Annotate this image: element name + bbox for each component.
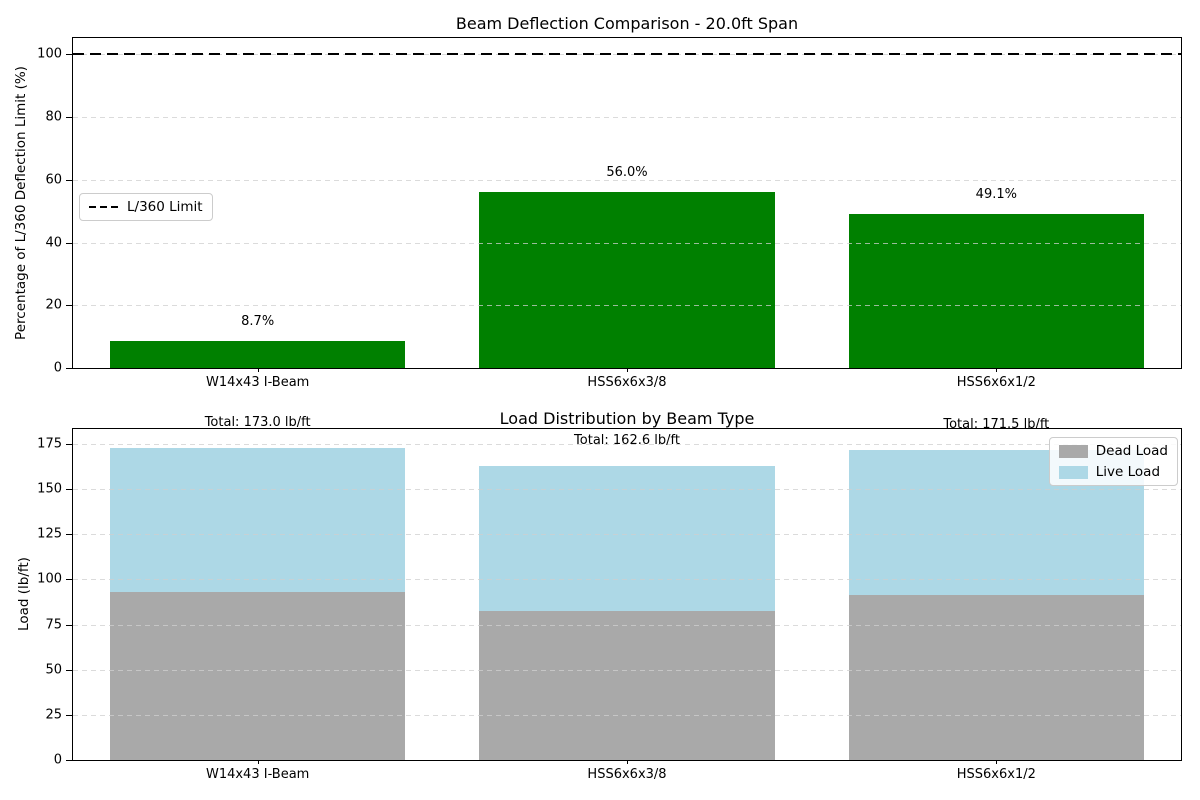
x-tick-label: HSS6x6x1/2 bbox=[956, 375, 1036, 390]
total-label: Total: 162.6 lb/ft bbox=[574, 433, 680, 449]
y-tick-mark bbox=[66, 760, 72, 761]
y-tick-label: 150 bbox=[37, 481, 62, 497]
deflection-bar bbox=[479, 192, 775, 368]
gridline bbox=[73, 534, 1181, 536]
y-tick-mark bbox=[66, 117, 72, 119]
y-tick-mark bbox=[66, 242, 72, 244]
bar-dead-load bbox=[109, 592, 406, 760]
y-tick-mark bbox=[66, 368, 72, 369]
bar-live-load bbox=[109, 447, 406, 593]
y-tick-label: 100 bbox=[37, 46, 62, 62]
y-tick-label: 75 bbox=[45, 617, 62, 633]
load-chart-title: Load Distribution by Beam Type bbox=[499, 409, 755, 428]
bar-dead-load bbox=[848, 594, 1145, 760]
deflection-bar bbox=[848, 213, 1145, 368]
bar-value-label: 49.1% bbox=[975, 186, 1017, 202]
deflection-y-axis-label: Percentage of L/360 Deflection Limit (%) bbox=[13, 66, 29, 340]
y-tick-label: 50 bbox=[45, 662, 62, 678]
gridline bbox=[73, 179, 1181, 181]
y-tick-label: 100 bbox=[37, 571, 62, 587]
gridline bbox=[73, 443, 1181, 445]
legend-entry-l360-limit: L/360 Limit bbox=[89, 199, 203, 215]
y-tick-mark bbox=[66, 624, 72, 626]
y-tick-mark bbox=[66, 534, 72, 536]
y-tick-label: 40 bbox=[45, 235, 62, 251]
load-legend: Dead Load Live Load bbox=[1048, 437, 1178, 486]
x-tick-label: HSS6x6x1/2 bbox=[956, 767, 1036, 782]
legend-entry-dead-load: Dead Load bbox=[1058, 443, 1168, 459]
y-tick-label: 60 bbox=[45, 172, 62, 188]
live-load-swatch bbox=[1058, 465, 1088, 479]
gridline bbox=[73, 489, 1181, 491]
total-label: Total: 173.0 lb/ft bbox=[204, 414, 311, 430]
gridline bbox=[73, 242, 1181, 244]
gridline bbox=[73, 579, 1181, 581]
x-tick-mark bbox=[996, 368, 998, 372]
y-tick-label: 0 bbox=[53, 360, 62, 376]
y-tick-mark bbox=[66, 579, 72, 581]
y-tick-mark bbox=[66, 669, 72, 671]
y-tick-mark bbox=[66, 714, 72, 716]
l360-limit-line bbox=[73, 53, 1181, 56]
x-tick-label: W14x43 I-Beam bbox=[205, 767, 310, 782]
y-tick-label: 175 bbox=[37, 436, 62, 452]
y-tick-label: 125 bbox=[37, 526, 62, 542]
x-tick-mark bbox=[257, 760, 259, 764]
y-tick-mark bbox=[66, 489, 72, 491]
load-y-axis-label: Load (lb/ft) bbox=[16, 557, 32, 631]
x-tick-label: HSS6x6x3/8 bbox=[587, 375, 667, 390]
x-tick-mark bbox=[996, 760, 998, 764]
deflection-chart-title: Beam Deflection Comparison - 20.0ft Span bbox=[455, 14, 799, 33]
legend-label: L/360 Limit bbox=[127, 199, 203, 215]
y-tick-label: 20 bbox=[45, 297, 62, 313]
bar-value-label: 56.0% bbox=[606, 165, 648, 181]
x-tick-mark bbox=[627, 760, 628, 764]
x-tick-label: HSS6x6x3/8 bbox=[587, 767, 667, 782]
legend-label: Live Load bbox=[1095, 464, 1161, 480]
x-tick-mark bbox=[257, 368, 259, 372]
legend-label: Dead Load bbox=[1095, 443, 1168, 459]
y-tick-label: 80 bbox=[45, 109, 62, 125]
deflection-bar bbox=[109, 340, 406, 368]
gridline bbox=[73, 117, 1181, 119]
y-tick-mark bbox=[66, 179, 72, 181]
deflection-legend: L/360 Limit bbox=[79, 193, 213, 221]
total-label: Total: 171.5 lb/ft bbox=[943, 417, 1050, 433]
legend-entry-live-load: Live Load bbox=[1058, 464, 1168, 480]
dead-load-swatch bbox=[1058, 444, 1088, 458]
bar-dead-load bbox=[479, 610, 775, 760]
x-tick-label: W14x43 I-Beam bbox=[205, 375, 310, 390]
dashed-line-swatch bbox=[89, 206, 119, 208]
deflection-plot-area: L/360 Limit 8.7% W14x43 I-Beam 56.0% HSS6x6… bbox=[37, 37, 1182, 390]
gridline bbox=[73, 669, 1181, 671]
y-tick-mark bbox=[66, 54, 72, 56]
y-tick-mark bbox=[66, 305, 72, 307]
gridline bbox=[73, 714, 1181, 716]
y-tick-mark bbox=[66, 443, 72, 445]
y-tick-label: 0 bbox=[53, 752, 62, 768]
gridline bbox=[73, 624, 1181, 626]
load-plot-area: Dead Load Live Load Total: 173.0 lb/ft W1… bbox=[37, 415, 1182, 782]
x-tick-mark bbox=[627, 368, 628, 372]
bar-value-label: 8.7% bbox=[241, 313, 275, 329]
bar-live-load bbox=[479, 466, 775, 611]
gridline bbox=[73, 305, 1181, 307]
y-tick-label: 25 bbox=[45, 707, 62, 723]
